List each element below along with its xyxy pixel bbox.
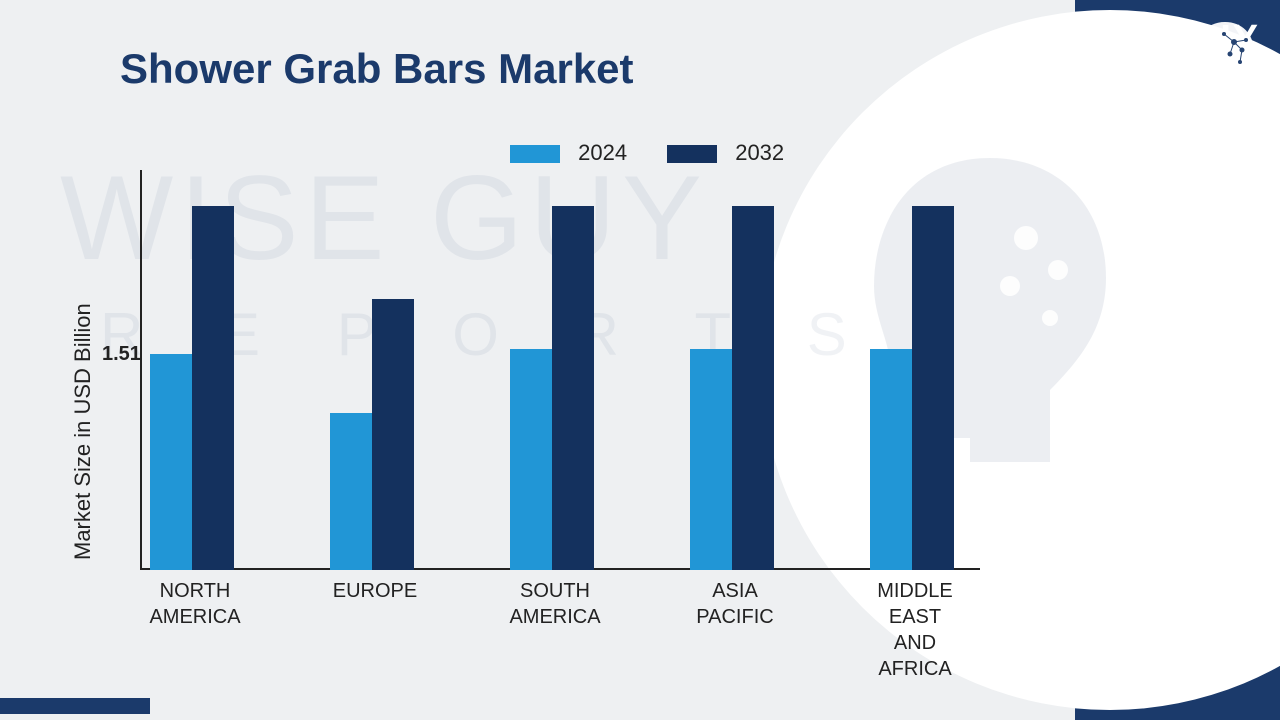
- bar-2032: [552, 206, 594, 570]
- bar-value-label: 1.51: [102, 343, 141, 366]
- bar-2032: [372, 299, 414, 570]
- category-label: EUROPE: [300, 570, 450, 604]
- bar-2024: [150, 354, 192, 570]
- bar-2024: [330, 413, 372, 570]
- bar-2024: [870, 349, 912, 570]
- category-label: SOUTHAMERICA: [480, 570, 630, 630]
- y-axis-label: Market Size in USD Billion: [70, 303, 96, 560]
- plot-region: 1.51NORTHAMERICAEUROPESOUTHAMERICAASIAPA…: [140, 170, 980, 570]
- legend-label: 2024: [578, 140, 627, 165]
- bottom-accent-bar: [0, 698, 150, 714]
- bar-2024: [510, 349, 552, 570]
- legend-label: 2032: [735, 140, 784, 165]
- legend-swatch: [510, 145, 560, 163]
- legend-item-2024: 2024: [510, 140, 627, 166]
- y-axis-line: [140, 170, 142, 570]
- bar-2024: [690, 349, 732, 570]
- category-label: ASIAPACIFIC: [660, 570, 810, 630]
- chart-title: Shower Grab Bars Market: [120, 45, 634, 93]
- chart-area: Market Size in USD Billion 2024 2032 1.5…: [50, 140, 1000, 700]
- category-label: NORTHAMERICA: [120, 570, 270, 630]
- category-label: MIDDLEEASTANDAFRICA: [840, 570, 990, 682]
- legend-swatch: [667, 145, 717, 163]
- bar-2032: [192, 206, 234, 570]
- brand-logo: WISE GUY R E P O R T S: [997, 20, 1260, 80]
- bar-2032: [732, 206, 774, 570]
- legend-item-2032: 2032: [667, 140, 784, 166]
- bar-2032: [912, 206, 954, 570]
- legend: 2024 2032: [510, 140, 784, 166]
- head-icon: [1190, 20, 1260, 100]
